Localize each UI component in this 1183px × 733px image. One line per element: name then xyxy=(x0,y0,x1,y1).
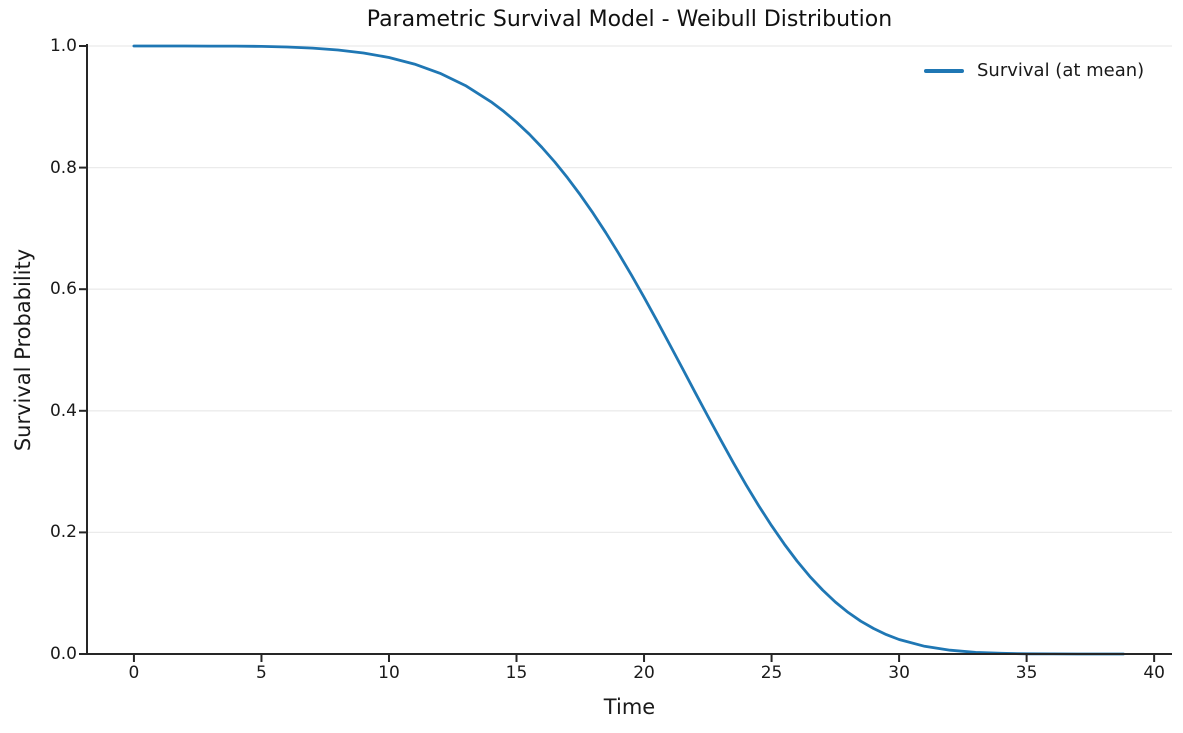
x-tick-label: 30 xyxy=(888,663,910,683)
x-tick-label: 15 xyxy=(505,663,528,683)
x-tick-label: 35 xyxy=(1015,663,1038,683)
x-tick-label: 25 xyxy=(760,663,783,683)
legend-label: Survival (at mean) xyxy=(977,60,1145,81)
y-tick-label: 0.2 xyxy=(49,522,77,543)
chart-title: Parametric Survival Model - Weibull Dist… xyxy=(366,7,893,32)
y-tick-label: 0.4 xyxy=(49,400,77,421)
legend-line-swatch xyxy=(924,69,964,73)
y-tick-label: 0.0 xyxy=(49,644,77,664)
y-tick-label: 0.6 xyxy=(49,279,77,300)
x-tick-label: 5 xyxy=(256,663,267,683)
x-tick-label: 10 xyxy=(378,663,400,683)
y-tick-label: 1.0 xyxy=(49,36,77,56)
x-tick-label: 20 xyxy=(633,663,655,683)
x-tick-label: 0 xyxy=(128,663,140,683)
x-tick-label: 40 xyxy=(1143,663,1165,683)
survival-curve xyxy=(132,44,1125,656)
y-tick-label: 0.8 xyxy=(49,157,77,178)
legend: Survival (at mean) xyxy=(924,59,1144,83)
x-axis-label: Time xyxy=(603,695,656,719)
